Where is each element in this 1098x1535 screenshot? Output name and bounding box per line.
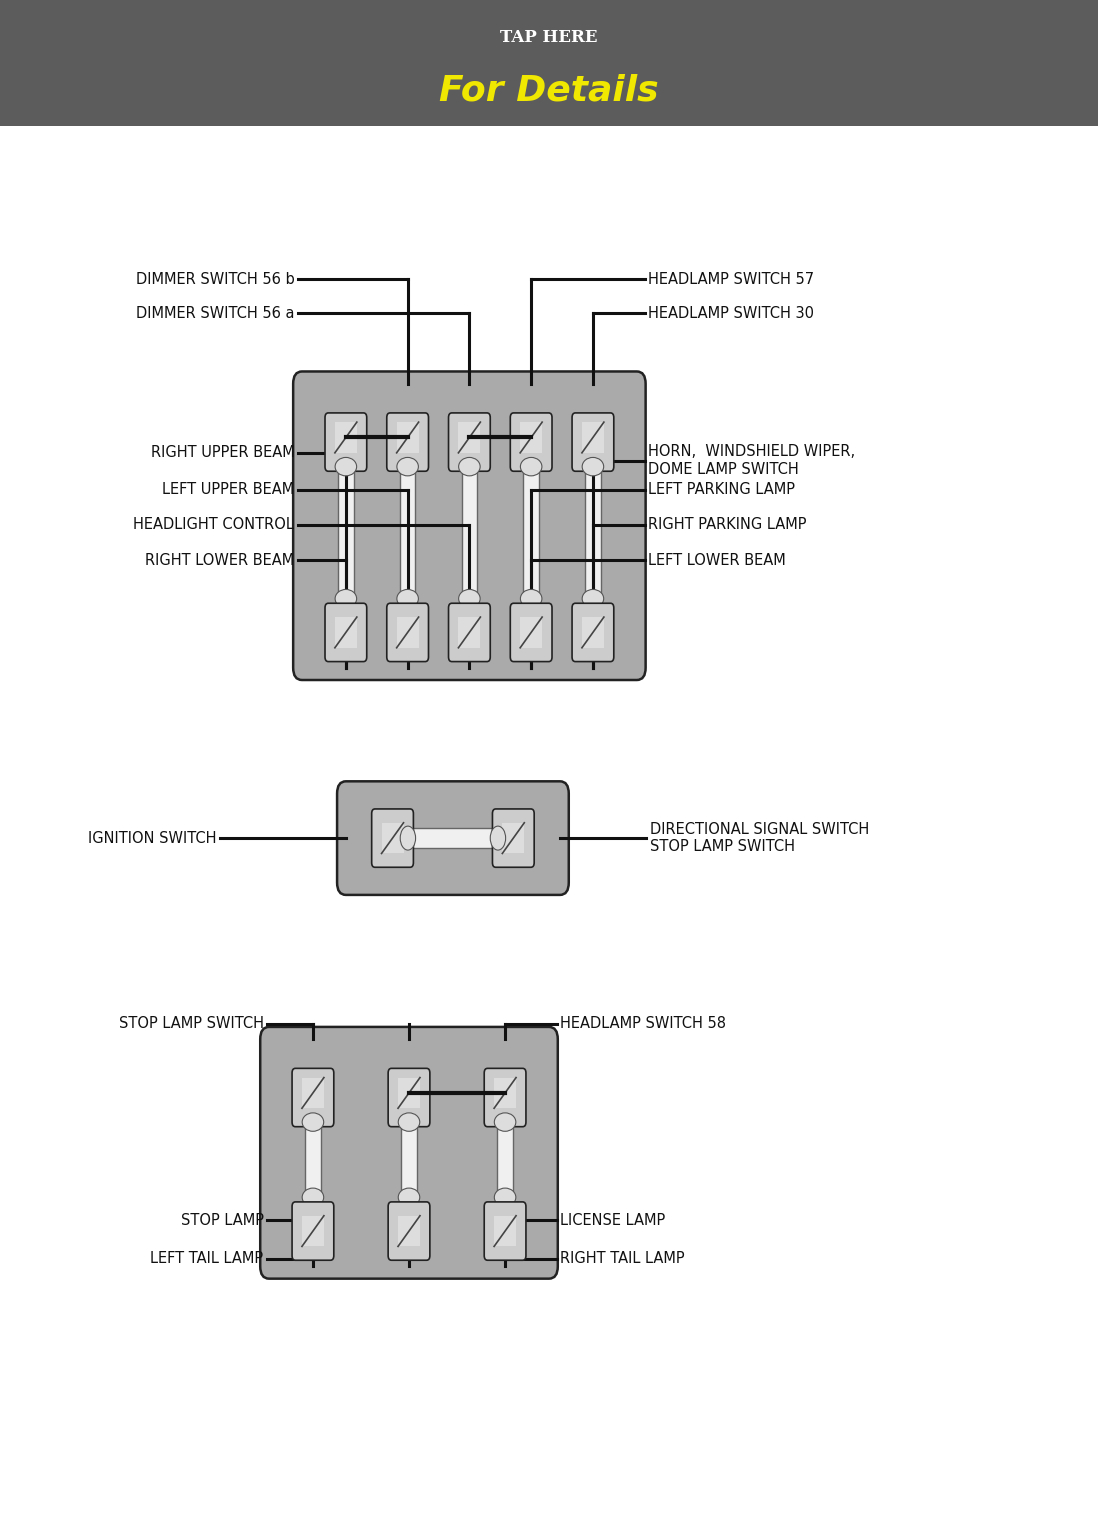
FancyBboxPatch shape xyxy=(572,603,614,662)
FancyBboxPatch shape xyxy=(325,603,367,662)
Ellipse shape xyxy=(520,457,542,476)
Bar xyxy=(305,1113,321,1207)
FancyBboxPatch shape xyxy=(448,413,490,471)
Bar xyxy=(401,1113,416,1207)
Text: For Details: For Details xyxy=(439,74,659,107)
FancyBboxPatch shape xyxy=(292,1068,334,1127)
Bar xyxy=(582,617,604,648)
Bar xyxy=(582,422,604,453)
Text: HORN,  WINDSHIELD WIPER,
DOME LAMP SWITCH: HORN, WINDSHIELD WIPER, DOME LAMP SWITCH xyxy=(648,444,855,477)
FancyBboxPatch shape xyxy=(484,1202,526,1260)
Bar xyxy=(396,422,418,453)
FancyBboxPatch shape xyxy=(484,1068,526,1127)
Text: RIGHT TAIL LAMP: RIGHT TAIL LAMP xyxy=(560,1251,685,1266)
Bar xyxy=(520,422,542,453)
Bar xyxy=(502,823,525,853)
Ellipse shape xyxy=(582,589,604,608)
Text: DIRECTIONAL SIGNAL SWITCH
STOP LAMP SWITCH: DIRECTIONAL SIGNAL SWITCH STOP LAMP SWIT… xyxy=(650,821,870,855)
FancyBboxPatch shape xyxy=(260,1027,558,1279)
Bar xyxy=(335,422,357,453)
FancyBboxPatch shape xyxy=(448,603,490,662)
Bar xyxy=(335,617,357,648)
Ellipse shape xyxy=(494,1113,516,1131)
Text: HEADLAMP SWITCH 57: HEADLAMP SWITCH 57 xyxy=(648,272,814,287)
Bar xyxy=(382,823,404,853)
Bar xyxy=(494,1078,516,1108)
FancyBboxPatch shape xyxy=(325,413,367,471)
FancyBboxPatch shape xyxy=(386,413,428,471)
FancyBboxPatch shape xyxy=(511,603,552,662)
Ellipse shape xyxy=(582,457,604,476)
Ellipse shape xyxy=(396,589,418,608)
Ellipse shape xyxy=(400,826,415,850)
Bar xyxy=(338,457,354,608)
Text: HEADLIGHT CONTROL: HEADLIGHT CONTROL xyxy=(133,517,294,533)
Ellipse shape xyxy=(399,1113,419,1131)
Bar xyxy=(494,1216,516,1246)
Text: TAP HERE: TAP HERE xyxy=(501,29,597,46)
Bar xyxy=(585,457,601,608)
Bar xyxy=(302,1078,324,1108)
Bar xyxy=(459,422,481,453)
Ellipse shape xyxy=(459,457,480,476)
FancyBboxPatch shape xyxy=(386,603,428,662)
FancyBboxPatch shape xyxy=(388,1068,429,1127)
Bar xyxy=(497,1113,513,1207)
Text: LEFT LOWER BEAM: LEFT LOWER BEAM xyxy=(648,553,785,568)
FancyBboxPatch shape xyxy=(388,1202,429,1260)
Bar xyxy=(302,1216,324,1246)
Text: LICENSE LAMP: LICENSE LAMP xyxy=(560,1213,665,1228)
Bar xyxy=(459,617,481,648)
FancyBboxPatch shape xyxy=(511,413,552,471)
Text: LEFT PARKING LAMP: LEFT PARKING LAMP xyxy=(648,482,795,497)
Text: DIMMER SWITCH 56 b: DIMMER SWITCH 56 b xyxy=(135,272,294,287)
Text: STOP LAMP: STOP LAMP xyxy=(180,1213,264,1228)
FancyBboxPatch shape xyxy=(572,413,614,471)
FancyBboxPatch shape xyxy=(337,781,569,895)
Ellipse shape xyxy=(302,1113,324,1131)
Text: LEFT UPPER BEAM: LEFT UPPER BEAM xyxy=(163,482,294,497)
Text: LEFT TAIL LAMP: LEFT TAIL LAMP xyxy=(150,1251,264,1266)
Ellipse shape xyxy=(396,457,418,476)
FancyBboxPatch shape xyxy=(492,809,534,867)
Ellipse shape xyxy=(459,589,480,608)
Ellipse shape xyxy=(494,1188,516,1207)
Text: RIGHT UPPER BEAM: RIGHT UPPER BEAM xyxy=(150,445,294,460)
Text: RIGHT LOWER BEAM: RIGHT LOWER BEAM xyxy=(145,553,294,568)
FancyBboxPatch shape xyxy=(293,371,646,680)
Bar xyxy=(461,457,477,608)
FancyBboxPatch shape xyxy=(0,0,1098,126)
Ellipse shape xyxy=(399,1188,419,1207)
Text: STOP LAMP SWITCH: STOP LAMP SWITCH xyxy=(119,1016,264,1032)
Text: HEADLAMP SWITCH 30: HEADLAMP SWITCH 30 xyxy=(648,305,814,321)
FancyBboxPatch shape xyxy=(292,1202,334,1260)
Text: HEADLAMP SWITCH 58: HEADLAMP SWITCH 58 xyxy=(560,1016,726,1032)
FancyBboxPatch shape xyxy=(371,809,413,867)
Ellipse shape xyxy=(520,589,542,608)
Bar xyxy=(520,617,542,648)
Text: RIGHT PARKING LAMP: RIGHT PARKING LAMP xyxy=(648,517,806,533)
Ellipse shape xyxy=(335,457,357,476)
Text: IGNITION SWITCH: IGNITION SWITCH xyxy=(88,830,216,846)
Bar xyxy=(397,1078,419,1108)
Ellipse shape xyxy=(302,1188,324,1207)
Ellipse shape xyxy=(490,826,505,850)
Bar xyxy=(524,457,539,608)
Text: DIMMER SWITCH 56 a: DIMMER SWITCH 56 a xyxy=(136,305,294,321)
Bar xyxy=(396,617,418,648)
Bar xyxy=(400,457,415,608)
Bar xyxy=(408,827,497,847)
Ellipse shape xyxy=(335,589,357,608)
Bar xyxy=(397,1216,419,1246)
